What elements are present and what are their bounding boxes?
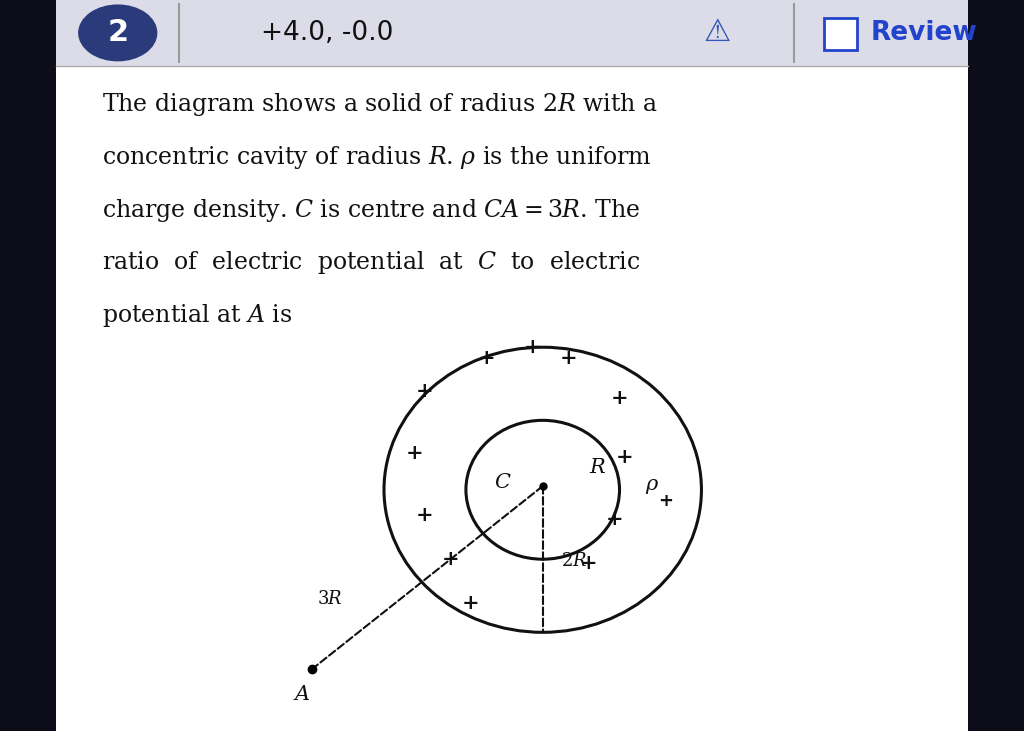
Text: +: + [658, 492, 673, 510]
Text: $C$: $C$ [495, 473, 512, 492]
Ellipse shape [384, 347, 701, 632]
Ellipse shape [466, 420, 620, 559]
Text: $2R$: $2R$ [561, 552, 588, 570]
Text: +: + [477, 348, 496, 368]
Text: ratio  of  electric  potential  at  $C$  to  electric: ratio of electric potential at $C$ to el… [102, 249, 641, 276]
Text: +: + [441, 549, 460, 569]
Text: +: + [406, 443, 424, 463]
Text: ⚠: ⚠ [703, 18, 730, 48]
Text: $\rho$: $\rho$ [645, 477, 659, 496]
Text: potential at $A$ is: potential at $A$ is [102, 302, 293, 329]
Text: +: + [559, 348, 578, 368]
Text: charge density. $C$ is centre and $CA = 3R$. The: charge density. $C$ is centre and $CA = … [102, 197, 641, 224]
Text: +: + [416, 381, 434, 401]
Text: +: + [610, 388, 629, 409]
Text: +: + [462, 593, 480, 613]
Text: +4.0, -0.0: +4.0, -0.0 [261, 20, 394, 46]
Circle shape [79, 5, 157, 61]
Text: +: + [605, 509, 624, 529]
Text: +: + [523, 337, 542, 357]
Bar [56, 0, 968, 66]
Text: The diagram shows a solid of radius $2R$ with a: The diagram shows a solid of radius $2R$… [102, 91, 658, 118]
Bar [56, 66, 968, 731]
Text: +: + [580, 553, 598, 573]
Text: +: + [416, 505, 434, 526]
Bar [0, 0, 56, 731]
Text: 2: 2 [108, 18, 128, 48]
Text: $A$: $A$ [293, 685, 311, 704]
Text: concentric cavity of radius $R$. $\rho$ is the uniform: concentric cavity of radius $R$. $\rho$ … [102, 144, 652, 171]
Text: $3R$: $3R$ [317, 591, 342, 608]
Text: $R$: $R$ [589, 458, 606, 477]
Text: Review: Review [870, 20, 977, 46]
Text: +: + [615, 447, 634, 467]
FancyBboxPatch shape [824, 18, 857, 50]
Bar [968, 0, 1024, 731]
